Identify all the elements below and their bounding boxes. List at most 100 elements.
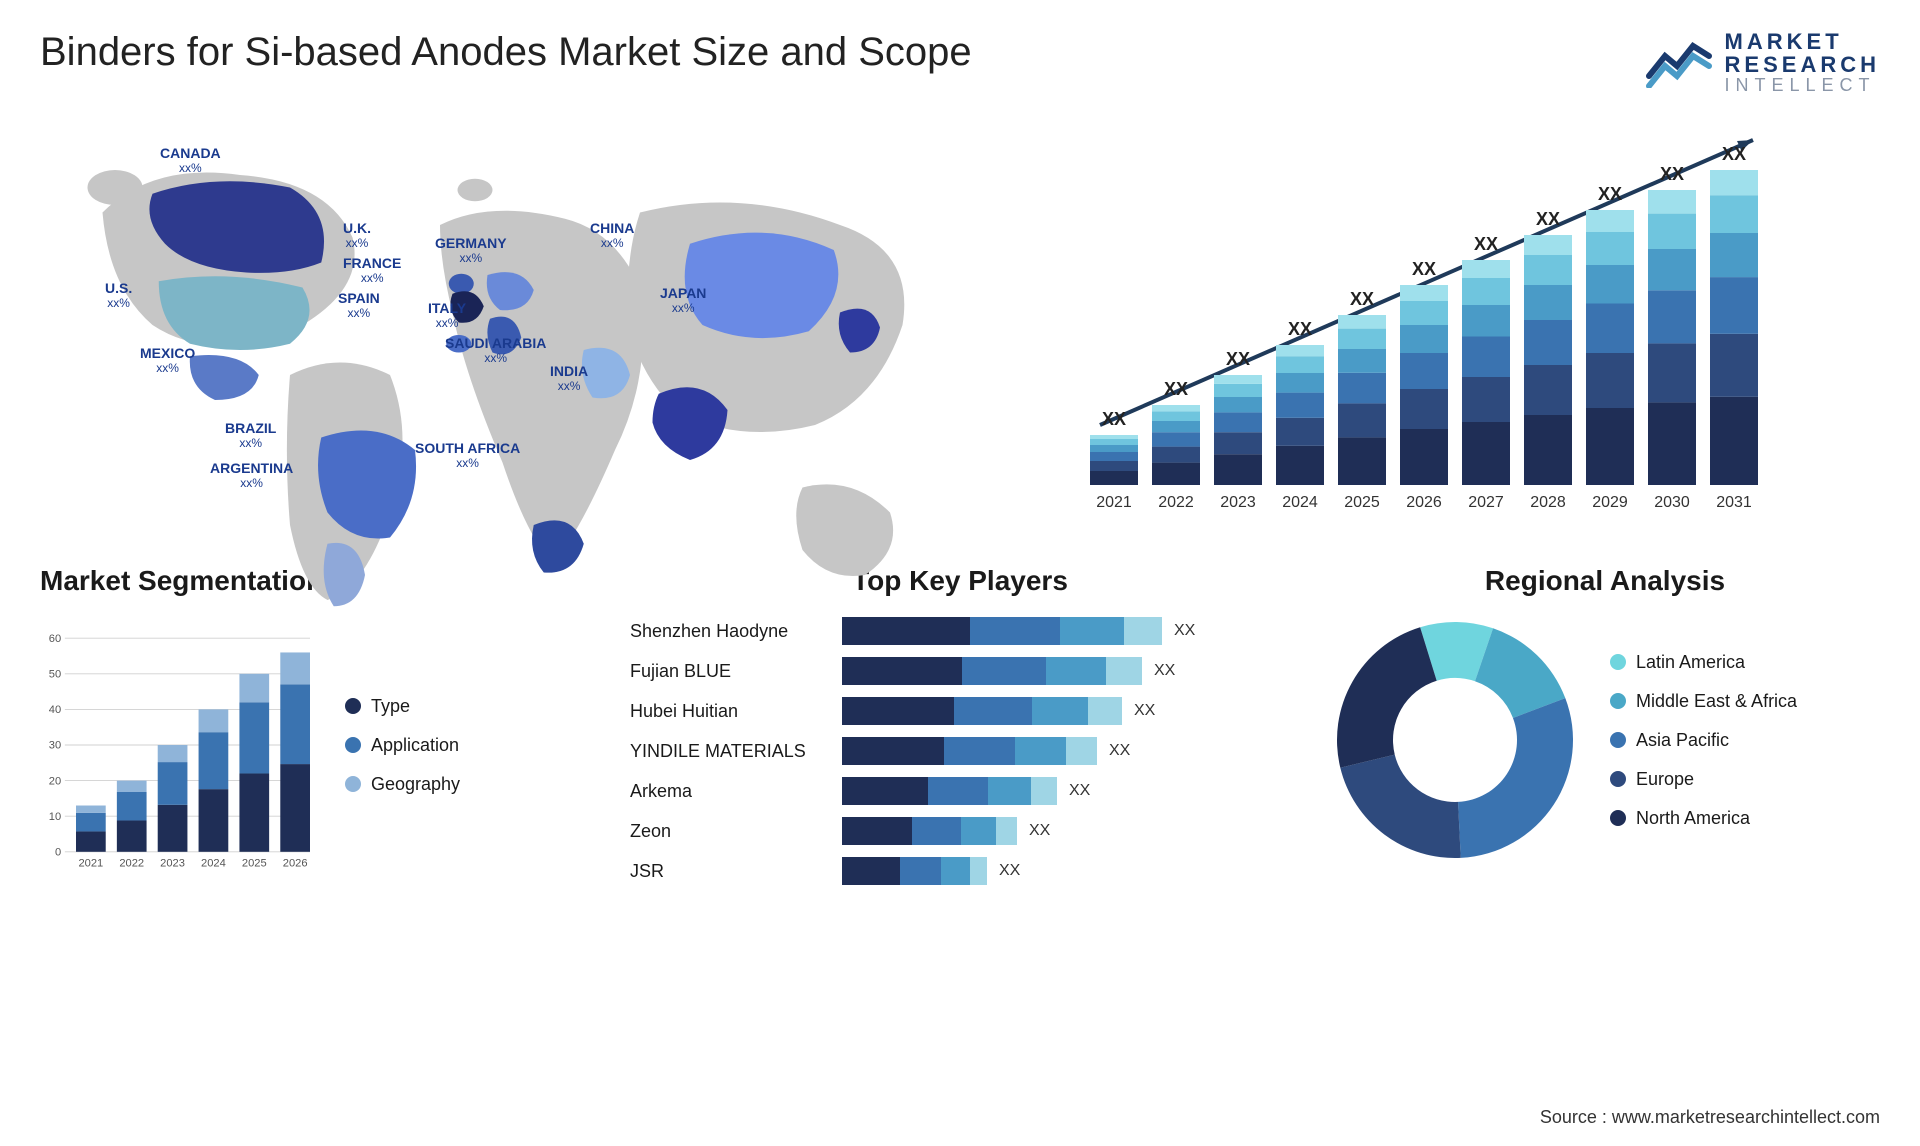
- svg-text:2023: 2023: [1220, 494, 1256, 511]
- legend-label: Latin America: [1636, 652, 1745, 673]
- legend-label: Geography: [371, 774, 460, 795]
- svg-text:XX: XX: [1350, 289, 1374, 309]
- map-label-brazil: BRAZILxx%: [225, 420, 276, 450]
- player-row: Arkema XX: [630, 775, 1290, 807]
- player-bar-segment: [928, 777, 988, 805]
- player-bar: [842, 657, 1142, 685]
- legend-swatch: [1610, 693, 1626, 709]
- legend-swatch: [345, 737, 361, 753]
- player-bar-segment: [1124, 617, 1162, 645]
- svg-text:XX: XX: [1474, 234, 1498, 254]
- player-bar: [842, 737, 1097, 765]
- player-bar-segment: [988, 777, 1031, 805]
- logo-line-1: MARKET: [1725, 30, 1880, 53]
- player-bar: [842, 817, 1017, 845]
- players-list: Shenzhen HaodyneXXFujian BLUEXXHubei Hui…: [630, 615, 1290, 887]
- legend-label: Middle East & Africa: [1636, 691, 1797, 712]
- svg-text:XX: XX: [1288, 319, 1312, 339]
- player-bar-segment: [912, 817, 961, 845]
- svg-text:XX: XX: [1660, 164, 1684, 184]
- player-bar-segment: [1088, 697, 1122, 725]
- map-label-u-k-: U.K.xx%: [343, 220, 371, 250]
- regional-legend-item: Asia Pacific: [1610, 730, 1797, 751]
- map-label-canada: CANADAxx%: [160, 145, 221, 175]
- legend-label: Type: [371, 696, 410, 717]
- svg-text:2027: 2027: [1468, 494, 1504, 511]
- svg-text:2021: 2021: [1096, 494, 1132, 511]
- segmentation-chart: 0102030405060202120222023202420252026: [40, 615, 320, 875]
- player-value: XX: [1109, 742, 1130, 760]
- player-name: Zeon: [630, 821, 830, 842]
- player-bar-segment: [900, 857, 941, 885]
- svg-text:2024: 2024: [201, 858, 226, 870]
- player-value: XX: [999, 862, 1020, 880]
- svg-text:XX: XX: [1598, 184, 1622, 204]
- player-bar-segment: [842, 857, 900, 885]
- growth-chart: XX 2021 XX 2022 XX 2023 XX 2024 XX 2025 XX 2026 XX 20…: [980, 125, 1880, 525]
- svg-text:XX: XX: [1536, 209, 1560, 229]
- player-value: XX: [1174, 622, 1195, 640]
- svg-text:2024: 2024: [1282, 494, 1318, 511]
- regional-legend-item: Latin America: [1610, 652, 1797, 673]
- player-bar-segment: [842, 777, 928, 805]
- legend-label: Europe: [1636, 769, 1694, 790]
- player-bar-segment: [970, 857, 987, 885]
- legend-swatch: [1610, 654, 1626, 670]
- map-label-japan: JAPANxx%: [660, 285, 706, 315]
- legend-swatch: [1610, 771, 1626, 787]
- svg-text:XX: XX: [1412, 259, 1436, 279]
- legend-swatch: [345, 776, 361, 792]
- map-svg: [40, 125, 940, 625]
- player-value: XX: [1069, 782, 1090, 800]
- player-bar-segment: [842, 737, 944, 765]
- svg-text:2022: 2022: [1158, 494, 1194, 511]
- svg-text:XX: XX: [1164, 379, 1188, 399]
- map-label-france: FRANCExx%: [343, 255, 401, 285]
- map-label-south-africa: SOUTH AFRICAxx%: [415, 440, 520, 470]
- legend-label: Application: [371, 735, 459, 756]
- regional-panel: Regional Analysis Latin AmericaMiddle Ea…: [1330, 565, 1880, 887]
- player-row: Fujian BLUEXX: [630, 655, 1290, 687]
- segmentation-legend: Type Application Geography: [345, 615, 460, 875]
- world-map: CANADAxx%U.S.xx%MEXICOxx%BRAZILxx%ARGENT…: [40, 125, 940, 525]
- svg-text:XX: XX: [1226, 349, 1250, 369]
- player-bar-segment: [1032, 697, 1088, 725]
- player-bar-segment: [970, 617, 1060, 645]
- svg-text:60: 60: [49, 633, 61, 645]
- player-bar-segment: [1046, 657, 1106, 685]
- legend-swatch: [1610, 810, 1626, 826]
- seg-legend-application: Application: [345, 735, 460, 756]
- map-label-mexico: MEXICOxx%: [140, 345, 195, 375]
- regional-legend-item: North America: [1610, 808, 1797, 829]
- player-name: JSR: [630, 861, 830, 882]
- player-row: ZeonXX: [630, 815, 1290, 847]
- svg-text:20: 20: [49, 775, 61, 787]
- svg-text:2031: 2031: [1716, 494, 1752, 511]
- source-text: Source : www.marketresearchintellect.com: [1540, 1107, 1880, 1128]
- player-row: YINDILE MATERIALSXX: [630, 735, 1290, 767]
- svg-text:50: 50: [49, 669, 61, 681]
- player-name: Arkema: [630, 781, 830, 802]
- svg-text:2026: 2026: [283, 858, 308, 870]
- regional-legend: Latin America Middle East & Africa Asia Pa…: [1610, 652, 1797, 829]
- player-bar-segment: [941, 857, 970, 885]
- svg-text:10: 10: [49, 811, 61, 823]
- map-label-u-s-: U.S.xx%: [105, 280, 132, 310]
- player-bar: [842, 697, 1122, 725]
- player-bar-segment: [842, 657, 962, 685]
- svg-text:2022: 2022: [119, 858, 144, 870]
- map-label-china: CHINAxx%: [590, 220, 634, 250]
- map-label-saudi-arabia: SAUDI ARABIAxx%: [445, 335, 546, 365]
- player-row: JSR XX: [630, 855, 1290, 887]
- svg-text:2021: 2021: [78, 858, 103, 870]
- player-bar-segment: [1060, 617, 1124, 645]
- svg-text:2025: 2025: [1344, 494, 1380, 511]
- svg-text:2028: 2028: [1530, 494, 1566, 511]
- player-name: Fujian BLUE: [630, 661, 830, 682]
- player-bar-segment: [996, 817, 1017, 845]
- player-bar-segment: [954, 697, 1032, 725]
- svg-text:2025: 2025: [242, 858, 267, 870]
- legend-swatch: [1610, 732, 1626, 748]
- svg-text:2026: 2026: [1406, 494, 1442, 511]
- player-value: XX: [1134, 702, 1155, 720]
